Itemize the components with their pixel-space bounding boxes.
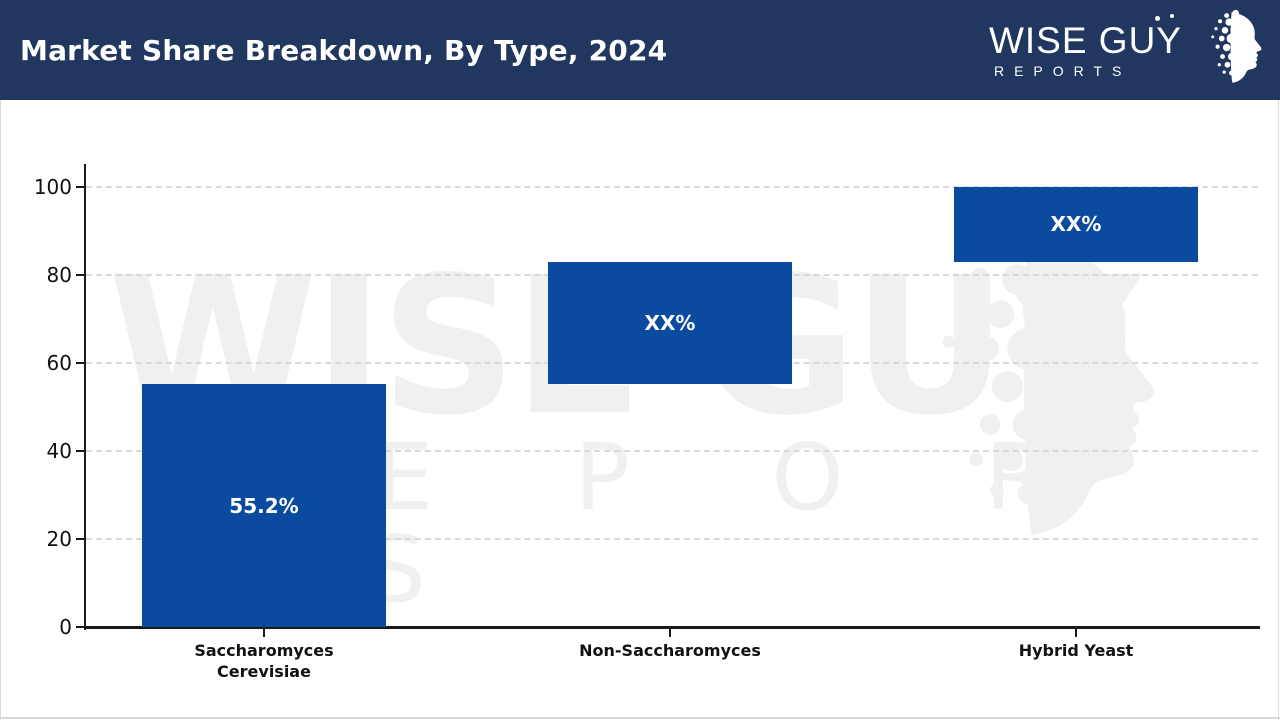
x-category-label-2: Non-Saccharomyces xyxy=(500,640,840,661)
x-category-line: Non-Saccharomyces xyxy=(579,641,761,660)
bar-value-label-1: 55.2% xyxy=(229,493,299,518)
x-category-label-3: Hybrid Yeast xyxy=(906,640,1246,661)
x-category-label-1: Saccharomyces Cerevisiae xyxy=(94,640,434,682)
y-tick-label-0: 0 xyxy=(59,615,72,639)
canvas-border-left xyxy=(0,100,1,720)
x-axis-line xyxy=(84,626,1260,629)
y-tick-label-80: 80 xyxy=(46,263,72,287)
y-tick-mark-40 xyxy=(76,450,84,452)
bar-value-label-2: XX% xyxy=(644,310,696,335)
y-tick-mark-100 xyxy=(76,186,84,188)
header-bar: Market Share Breakdown, By Type, 2024 WI… xyxy=(0,0,1280,100)
y-tick-mark-80 xyxy=(76,274,84,276)
logo-dot xyxy=(1155,16,1160,21)
gridline-100 xyxy=(86,186,1258,188)
y-tick-mark-60 xyxy=(76,362,84,364)
bar-2: XX% xyxy=(548,261,792,385)
canvas-border-right xyxy=(1278,100,1279,720)
x-category-line: Saccharomyces xyxy=(194,641,334,660)
logo-dot xyxy=(1170,14,1174,18)
y-tick-mark-20 xyxy=(76,538,84,540)
y-tick-label-40: 40 xyxy=(46,439,72,463)
logo-head-icon xyxy=(1211,9,1262,83)
bar-value-label-3: XX% xyxy=(1050,212,1102,237)
y-tick-label-60: 60 xyxy=(46,351,72,375)
logo-wiseguy-label: WISE GUY xyxy=(988,20,1182,61)
logo-text: WISE GUY REPORTS xyxy=(988,14,1182,79)
gridline-40 xyxy=(86,450,1258,452)
gridline-20 xyxy=(86,538,1258,540)
y-tick-mark-0 xyxy=(76,626,84,628)
x-tick-mark-3 xyxy=(1075,629,1077,637)
logo-reports-label: REPORTS xyxy=(993,63,1132,79)
bar-1: 55.2% xyxy=(142,384,386,627)
y-axis-line xyxy=(84,164,86,630)
bar-3: XX% xyxy=(954,187,1198,262)
y-tick-label-100: 100 xyxy=(33,175,72,199)
x-tick-mark-1 xyxy=(263,629,265,637)
x-tick-mark-2 xyxy=(669,629,671,637)
x-category-line: Cerevisiae xyxy=(217,662,311,681)
canvas-border-bottom xyxy=(0,717,1280,719)
wiseguy-logo: WISE GUY REPORTS xyxy=(989,8,1266,92)
page-title: Market Share Breakdown, By Type, 2024 xyxy=(20,33,668,67)
x-category-line: Hybrid Yeast xyxy=(1018,641,1134,660)
y-tick-label-20: 20 xyxy=(46,527,72,551)
